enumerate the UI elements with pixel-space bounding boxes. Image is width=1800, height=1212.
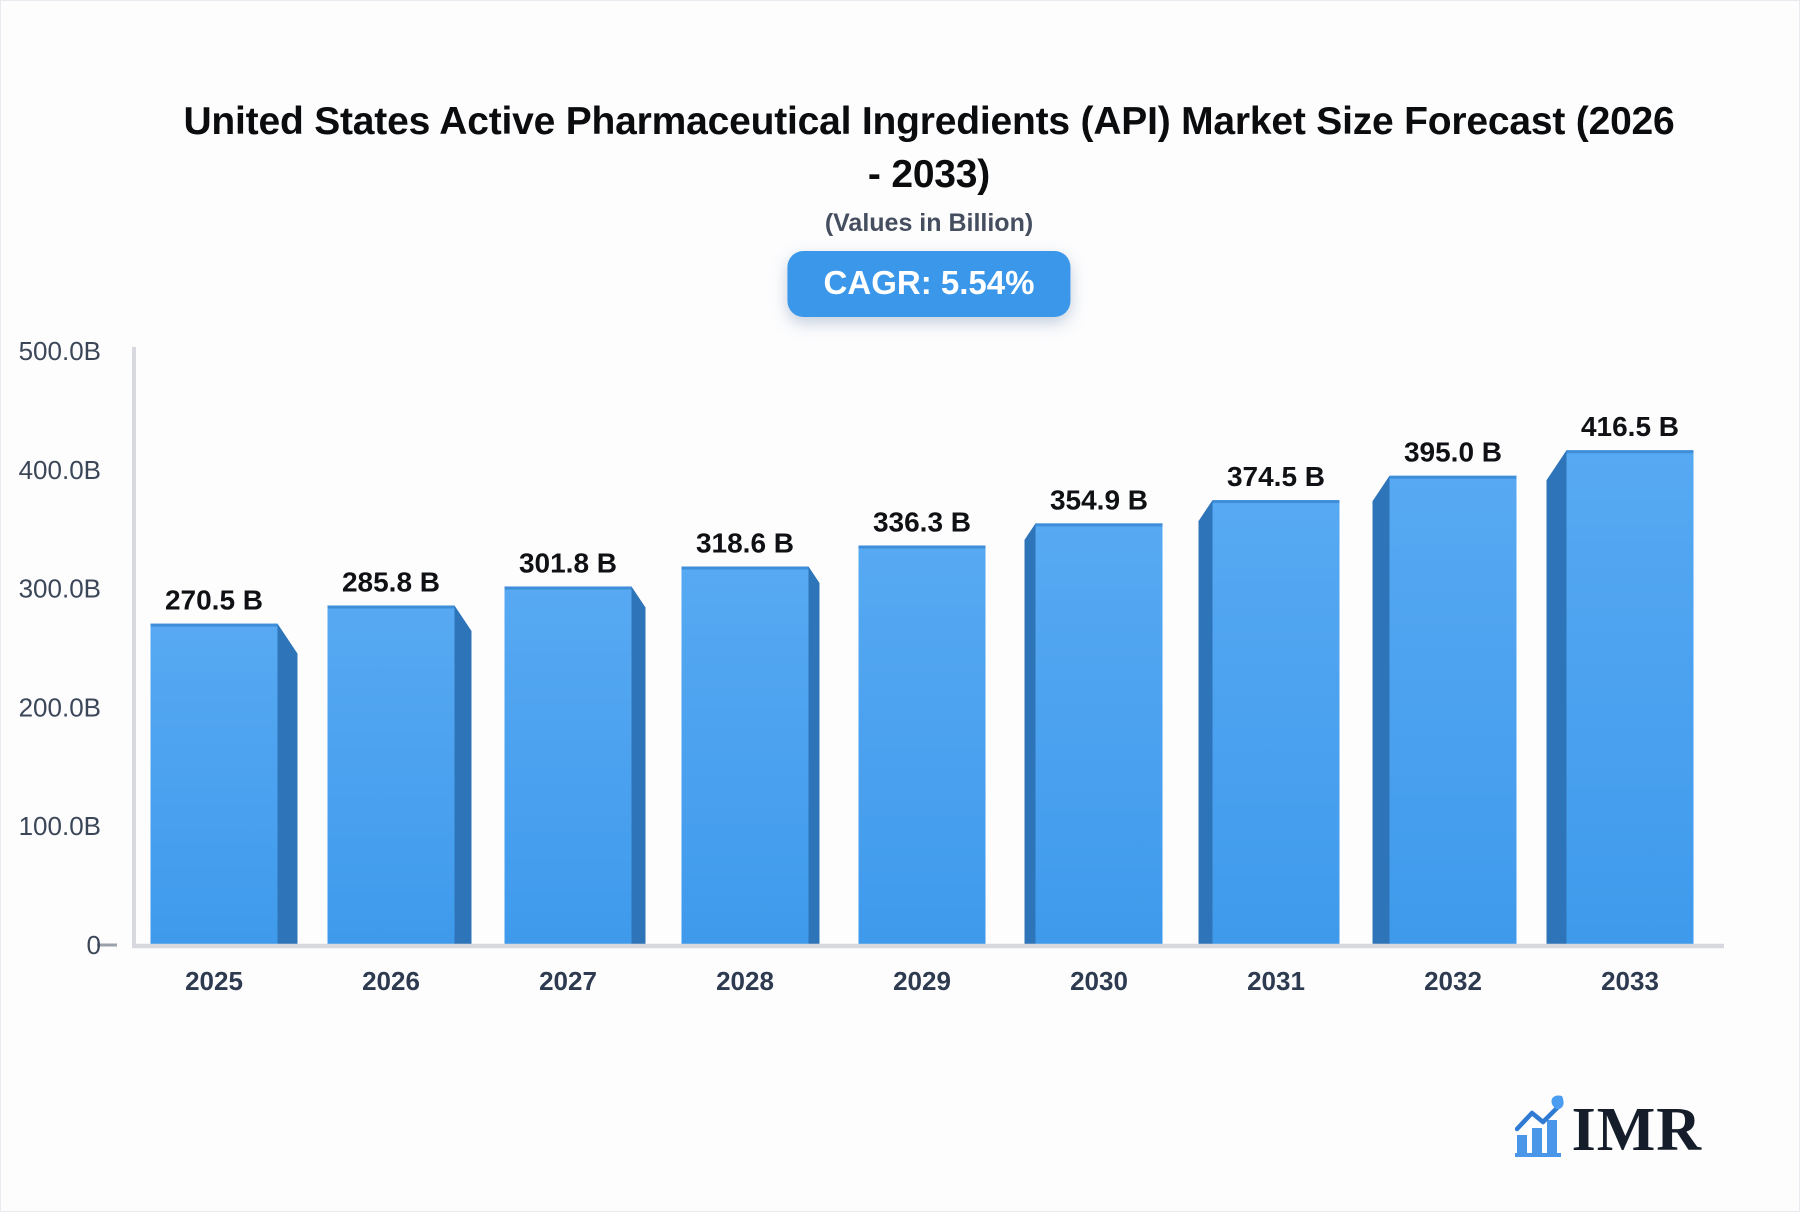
bar-group [1024,523,1163,945]
bar-value-label: 354.9 B [1050,484,1148,515]
x-axis-label: 2030 [1070,966,1128,996]
y-axis-tick-label: 400.0B [19,455,101,485]
bar-value-label: 374.5 B [1227,461,1325,492]
bar [1035,523,1163,945]
x-axis-label: 2025 [185,966,243,996]
bar-value-label: 270.5 B [165,585,263,616]
bar [858,545,986,945]
y-axis-tick-label: 0 [87,930,101,960]
x-axis-label: 2033 [1601,966,1659,996]
bar [1566,450,1694,945]
x-axis-label: 2027 [539,966,597,996]
bar-side-face [631,586,646,945]
bar-side-face [277,623,298,945]
bar [1212,500,1340,945]
bar-group [1546,450,1694,945]
imr-logo-text: IMR [1571,1096,1702,1164]
y-axis-tick-label: 300.0B [19,574,101,604]
imr-logo-icon [1514,1095,1564,1157]
bar [327,605,455,945]
leaf-icon [1551,1095,1564,1110]
bar-value-label: 301.8 B [519,547,617,578]
bar [1389,475,1517,945]
bar [150,623,278,945]
x-axis-label: 2031 [1247,966,1305,996]
bar-value-label: 416.5 B [1581,411,1679,442]
chart-title-line-1: United States Active Pharmaceutical Ingr… [183,100,1675,143]
x-axis-label: 2026 [362,966,420,996]
x-axis-label: 2029 [893,966,951,996]
bar [504,586,632,945]
bar-group [681,566,820,945]
bar-side-face [1546,450,1567,945]
bar-group [1372,475,1517,945]
bar-value-label: 318.6 B [696,528,794,559]
bar-side-face [808,566,820,945]
bar [681,566,809,945]
bar-side-face [1198,500,1213,945]
bar-group [150,623,298,945]
bar-group [1198,500,1340,945]
bar-group [504,586,646,945]
y-axis-tick-label: 100.0B [19,811,101,841]
bar-value-label: 285.8 B [342,566,440,597]
bar-value-label: 395.0 B [1404,437,1502,468]
chart-subtitle: (Values in Billion) [824,209,1034,237]
y-axis-tick-label: 200.0B [19,692,101,722]
cagr-badge: CAGR: 5.54% [787,251,1071,317]
bar-side-face [1024,523,1036,945]
y-axis-tick-label: 500.0B [19,336,101,366]
bar-side-face [1372,475,1390,945]
chart-title-line-2: - 2033) [867,153,991,196]
bar-group [858,545,986,945]
bar-side-face [454,605,472,945]
imr-logo: IMR [1514,1095,1702,1164]
x-axis-label: 2032 [1424,966,1482,996]
chart-header: United States Active Pharmaceutical Ingr… [183,95,1675,317]
bar-value-label: 336.3 B [873,506,971,537]
x-axis-label: 2028 [716,966,774,996]
bar-group [327,605,472,945]
